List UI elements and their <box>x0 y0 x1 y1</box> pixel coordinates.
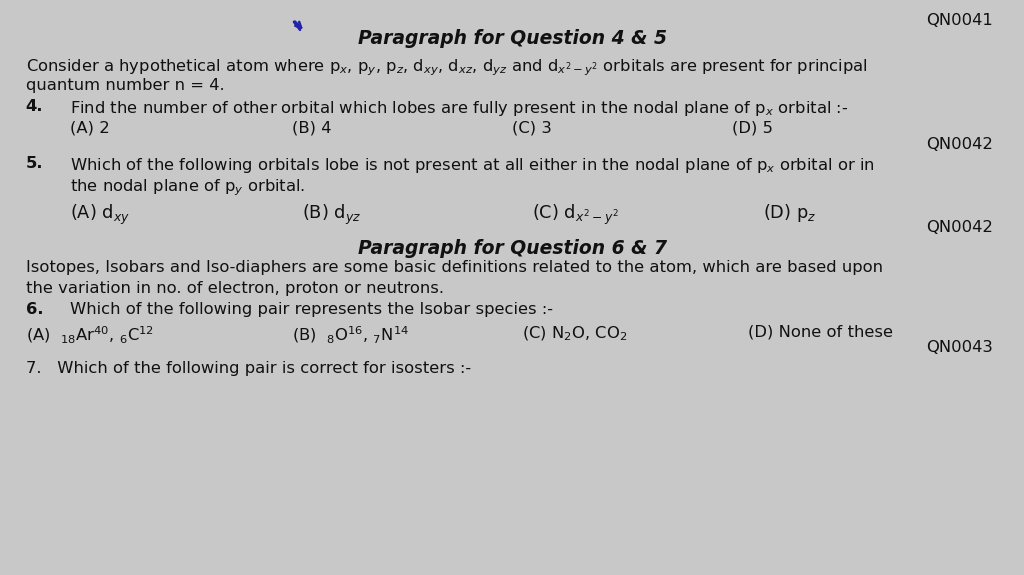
Text: (B) 4: (B) 4 <box>292 121 332 136</box>
Text: QN0043: QN0043 <box>927 340 993 355</box>
Text: (D) p$_z$: (D) p$_z$ <box>763 202 816 224</box>
Text: (A) d$_{xy}$: (A) d$_{xy}$ <box>70 202 129 227</box>
Text: Find the number of other orbital which lobes are fully present in the nodal plan: Find the number of other orbital which l… <box>70 99 848 118</box>
Text: 5.: 5. <box>26 156 43 171</box>
Text: (C) N$_2$O, CO$_2$: (C) N$_2$O, CO$_2$ <box>522 325 628 343</box>
Text: the nodal plane of p$_y$ orbital.: the nodal plane of p$_y$ orbital. <box>70 177 305 198</box>
Text: (D) None of these: (D) None of these <box>748 325 893 340</box>
Text: 4.: 4. <box>26 99 43 114</box>
Text: QN0042: QN0042 <box>927 137 993 152</box>
Text: Paragraph for Question 6 & 7: Paragraph for Question 6 & 7 <box>357 239 667 258</box>
Text: Paragraph for Question 4 & 5: Paragraph for Question 4 & 5 <box>357 29 667 48</box>
Text: (B)  $_{8}$O$^{16}$, $_{7}$N$^{14}$: (B) $_{8}$O$^{16}$, $_{7}$N$^{14}$ <box>292 325 409 346</box>
Text: (A)  $_{18}$Ar$^{40}$, $_{6}$C$^{12}$: (A) $_{18}$Ar$^{40}$, $_{6}$C$^{12}$ <box>26 325 154 346</box>
Text: (D) 5: (D) 5 <box>732 121 773 136</box>
Text: (C) 3: (C) 3 <box>512 121 552 136</box>
Text: 7.   Which of the following pair is correct for isosters :-: 7. Which of the following pair is correc… <box>26 361 471 376</box>
Text: Which of the following orbitals lobe is not present at all either in the nodal p: Which of the following orbitals lobe is … <box>70 156 874 175</box>
Text: the variation in no. of electron, proton or neutrons.: the variation in no. of electron, proton… <box>26 281 443 296</box>
Text: Consider a hypothetical atom where p$_x$, p$_y$, p$_z$, d$_{xy}$, d$_{xz}$, d$_{: Consider a hypothetical atom where p$_x$… <box>26 58 867 78</box>
Text: Which of the following pair represents the Isobar species :-: Which of the following pair represents t… <box>70 302 553 317</box>
Text: (A) 2: (A) 2 <box>70 121 110 136</box>
Text: (B) d$_{yz}$: (B) d$_{yz}$ <box>302 202 361 227</box>
Text: Isotopes, Isobars and Iso-diaphers are some basic definitions related to the ato: Isotopes, Isobars and Iso-diaphers are s… <box>26 260 883 275</box>
Text: (C) d$_{x^2-y^2}$: (C) d$_{x^2-y^2}$ <box>532 202 620 227</box>
Text: QN0041: QN0041 <box>927 13 993 28</box>
Text: quantum number n = 4.: quantum number n = 4. <box>26 78 224 93</box>
Text: 6.: 6. <box>26 302 43 317</box>
Text: QN0042: QN0042 <box>927 220 993 235</box>
